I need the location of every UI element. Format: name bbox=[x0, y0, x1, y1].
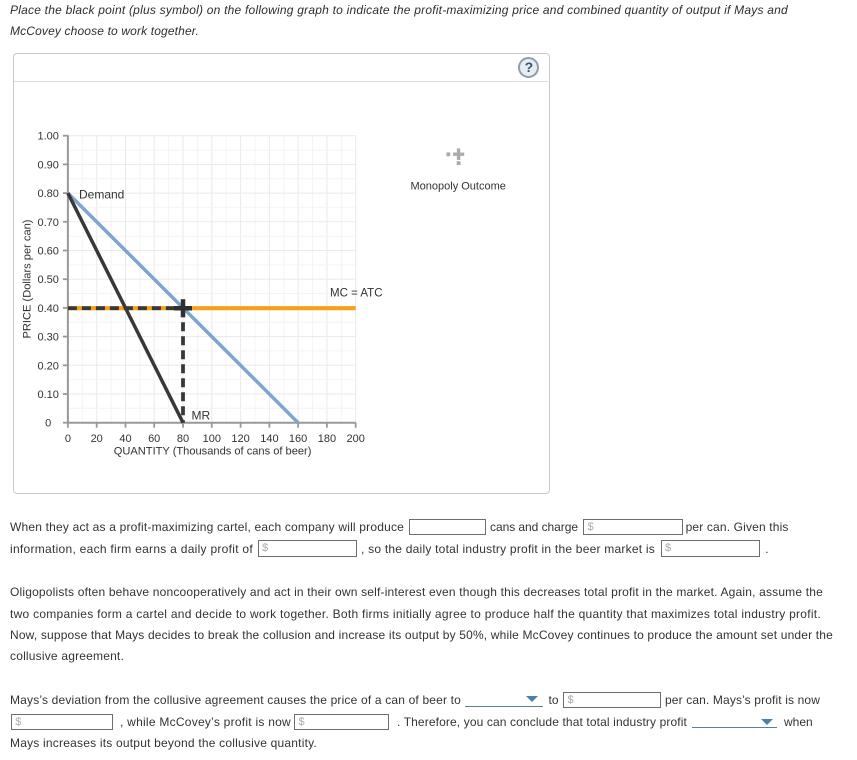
svg-text:Monopoly Outcome: Monopoly Outcome bbox=[411, 181, 506, 193]
svg-text:0.70: 0.70 bbox=[37, 217, 58, 229]
svg-text:60: 60 bbox=[148, 433, 160, 445]
svg-text:0.20: 0.20 bbox=[37, 360, 58, 372]
svg-text:MR: MR bbox=[192, 409, 211, 423]
svg-text:0.80: 0.80 bbox=[37, 188, 58, 200]
svg-text:0.50: 0.50 bbox=[37, 274, 58, 286]
svg-text:PRICE (Dollars per can): PRICE (Dollars per can) bbox=[22, 220, 34, 339]
svg-text:100: 100 bbox=[203, 433, 221, 445]
svg-text:QUANTITY (Thousands of cans of: QUANTITY (Thousands of cans of beer) bbox=[114, 446, 312, 458]
svg-text:0.90: 0.90 bbox=[37, 159, 58, 171]
svg-text:180: 180 bbox=[318, 433, 336, 445]
svg-text:20: 20 bbox=[91, 433, 103, 445]
svg-text:40: 40 bbox=[119, 433, 131, 445]
svg-text:Demand: Demand bbox=[79, 188, 124, 202]
svg-text:0.10: 0.10 bbox=[37, 389, 58, 401]
svg-text:MC = ATC: MC = ATC bbox=[330, 288, 383, 300]
svg-text:0: 0 bbox=[65, 433, 71, 445]
svg-text:200: 200 bbox=[347, 433, 365, 445]
svg-text:1.00: 1.00 bbox=[37, 131, 58, 143]
svg-text:120: 120 bbox=[231, 433, 249, 445]
svg-text:0.30: 0.30 bbox=[37, 332, 58, 344]
svg-text:0.60: 0.60 bbox=[37, 246, 58, 258]
svg-text:160: 160 bbox=[289, 433, 307, 445]
svg-text:0.40: 0.40 bbox=[37, 303, 58, 315]
svg-text:80: 80 bbox=[177, 433, 189, 445]
svg-text:0: 0 bbox=[45, 418, 51, 430]
svg-text:140: 140 bbox=[260, 433, 278, 445]
